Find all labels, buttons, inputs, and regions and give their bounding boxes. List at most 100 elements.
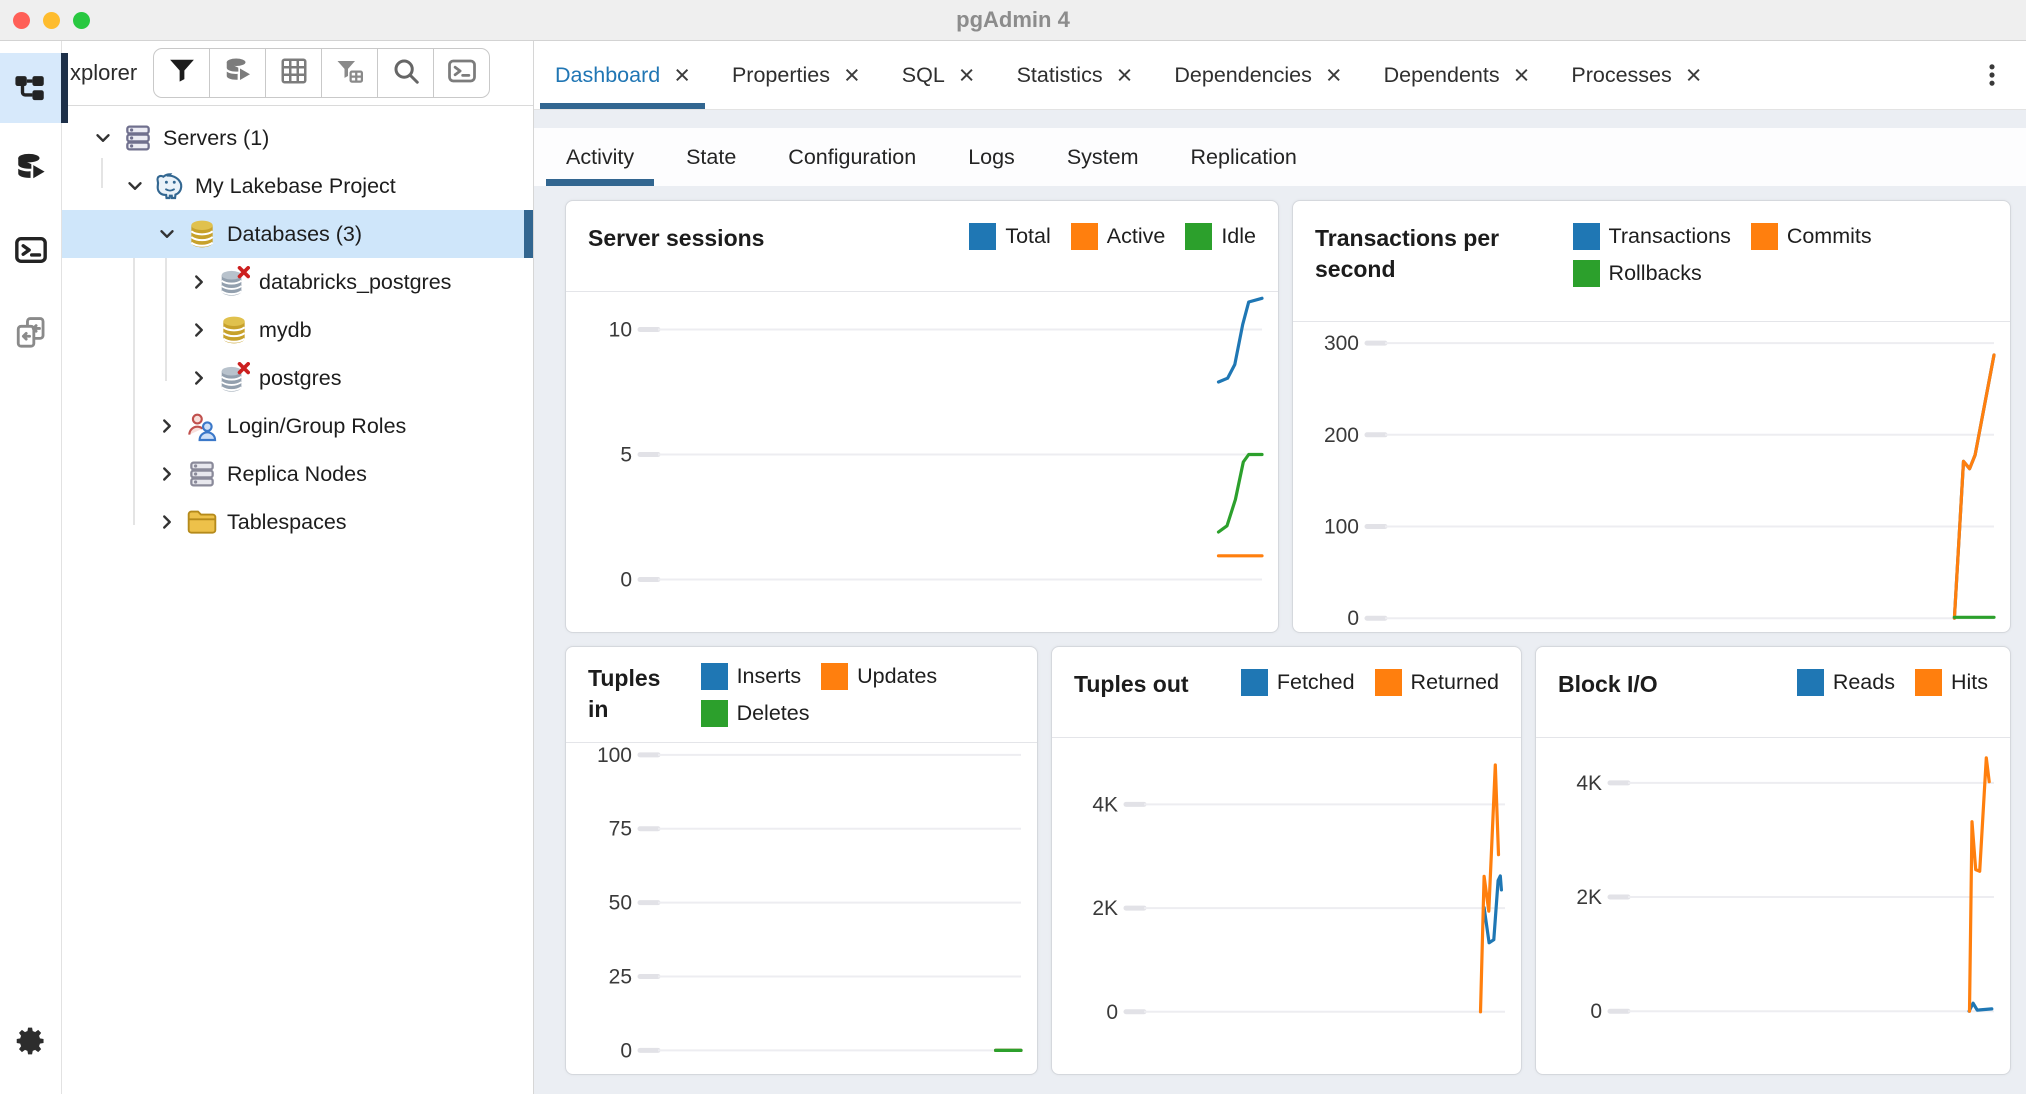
legend-swatch xyxy=(1914,669,1942,696)
tree-item-postgres[interactable]: postgres xyxy=(62,354,533,402)
legend-swatch xyxy=(1572,260,1600,287)
dashboard-panel: Activity State Configuration Logs System Repl… xyxy=(534,110,2026,1094)
chart-plot-area: 100 75 50 25 0 xyxy=(566,743,1037,1074)
legend-label: Hits xyxy=(1950,670,1988,694)
tree-item-databricks-postgres[interactable]: databricks_postgres xyxy=(62,258,533,306)
legend-item-fetched: Fetched xyxy=(1240,669,1355,696)
query-database-icon xyxy=(223,56,253,91)
chart-card-header: Tuples out Fetched Returned xyxy=(1052,647,1521,738)
chevron-right-icon[interactable] xyxy=(154,509,180,535)
close-icon[interactable]: × xyxy=(843,59,860,90)
server-group-icon xyxy=(122,122,154,154)
tab-dependencies[interactable]: Dependencies × xyxy=(1153,41,1362,109)
subtab-replication[interactable]: Replication xyxy=(1165,128,1323,186)
filter-table-icon xyxy=(335,56,365,91)
tree-item-mydb[interactable]: mydb xyxy=(62,306,533,354)
grid-button[interactable] xyxy=(265,48,323,98)
chevron-down-icon[interactable] xyxy=(122,173,148,199)
tree-item-my-lakebase-project[interactable]: My Lakebase Project xyxy=(62,162,533,210)
subtab-configuration[interactable]: Configuration xyxy=(762,128,942,186)
window-title: pgAdmin 4 xyxy=(956,7,1070,32)
legend-swatch xyxy=(1185,223,1213,250)
filter-table-button[interactable] xyxy=(321,48,379,98)
close-icon[interactable]: × xyxy=(1513,59,1530,90)
terminal-button[interactable] xyxy=(433,48,491,98)
svg-text:0: 0 xyxy=(1347,607,1359,630)
legend-item-commits: Commits xyxy=(1750,223,1872,250)
svg-text:50: 50 xyxy=(609,892,632,915)
filter-icon xyxy=(167,56,197,91)
series-line-hits xyxy=(1967,756,1991,1013)
subtab-state[interactable]: State xyxy=(660,128,762,186)
tab-statistics[interactable]: Statistics × xyxy=(996,41,1154,109)
chart-row-2: Tuples in Inserts Updates Deletes 100 75 50 25 0… xyxy=(565,646,2011,1075)
dashboard-charts: Server sessions Total Active Idle 10 5 0 Transa… xyxy=(534,186,2026,1094)
subtab-activity[interactable]: Activity xyxy=(540,128,660,186)
tree-item-replica-nodes[interactable]: Replica Nodes xyxy=(62,450,533,498)
tab-properties[interactable]: Properties × xyxy=(711,41,881,109)
chart-card-tuples-out: Tuples out Fetched Returned 4K 2K 0 xyxy=(1051,646,1522,1075)
zoom-window-button[interactable] xyxy=(73,11,90,29)
chart-svg-block-i-o: 4K 2K 0 xyxy=(1576,756,1994,1023)
tree-item-login-group-roles[interactable]: Login/Group Roles xyxy=(62,402,533,450)
tab-dashboard[interactable]: Dashboard × xyxy=(534,41,711,109)
dashboard-subtab-bar: Activity State Configuration Logs System Repl… xyxy=(534,128,2026,186)
tree-item-tablespaces[interactable]: Tablespaces xyxy=(62,498,533,546)
chart-card-header: Transactions per second Transactions Commi… xyxy=(1293,201,2010,322)
legend-swatch xyxy=(1750,223,1778,250)
object-explorer-tree: Servers (1) My Lakebase Project Databases … xyxy=(62,106,533,1094)
close-icon[interactable]: × xyxy=(1685,59,1702,90)
tab-label: Dependents xyxy=(1383,62,1500,87)
selected-row-indicator xyxy=(524,210,533,258)
chevron-right-icon[interactable] xyxy=(154,413,180,439)
tree-item-databases-3[interactable]: Databases (3) xyxy=(62,210,533,258)
chevron-right-icon[interactable] xyxy=(186,269,212,295)
chart-card-block-i-o: Block I/O Reads Hits 4K 2K 0 xyxy=(1535,646,2011,1075)
chevron-down-icon[interactable] xyxy=(154,221,180,247)
close-icon[interactable]: × xyxy=(1116,59,1133,90)
query-database-button[interactable] xyxy=(209,48,267,98)
subtab-label: Logs xyxy=(968,144,1015,169)
schema-diff-icon xyxy=(14,315,48,354)
replica-nodes-icon xyxy=(186,458,218,490)
close-window-button[interactable] xyxy=(13,11,30,29)
query-tool-button[interactable] xyxy=(0,135,62,205)
chart-svg-tuples-out: 4K 2K 0 xyxy=(1092,763,1505,1024)
chevron-right-icon[interactable] xyxy=(186,365,212,391)
filter-button[interactable] xyxy=(153,48,211,98)
close-icon[interactable]: × xyxy=(674,59,690,90)
legend-item-hits: Hits xyxy=(1914,669,1988,696)
database-disconnected-icon xyxy=(218,266,250,298)
subtab-system[interactable]: System xyxy=(1041,128,1165,186)
close-icon[interactable]: × xyxy=(958,59,975,90)
legend-label: Inserts xyxy=(736,664,802,688)
tab-label: Statistics xyxy=(1016,62,1103,87)
settings-button[interactable] xyxy=(0,1008,62,1078)
tab-processes[interactable]: Processes × xyxy=(1550,41,1722,109)
minimize-window-button[interactable] xyxy=(43,11,60,29)
legend-item-transactions: Transactions xyxy=(1572,223,1731,250)
tab-dependents[interactable]: Dependents × xyxy=(1363,41,1551,109)
object-explorer-button[interactable] xyxy=(0,53,62,123)
tree-item-servers-1[interactable]: Servers (1) xyxy=(62,114,533,162)
svg-text:300: 300 xyxy=(1324,332,1359,355)
chevron-down-icon[interactable] xyxy=(90,125,116,151)
chart-title: Tuples in xyxy=(588,665,661,723)
schema-diff-button[interactable] xyxy=(0,299,62,369)
object-explorer-toolbar xyxy=(153,48,491,98)
svg-text:0: 0 xyxy=(1590,1000,1602,1023)
psql-tool-button[interactable] xyxy=(0,217,62,287)
settings-icon xyxy=(15,1025,47,1062)
legend-item-updates: Updates xyxy=(821,663,937,690)
object-explorer-icon xyxy=(14,69,48,108)
chart-title: Server sessions xyxy=(588,225,765,251)
tab-sql[interactable]: SQL × xyxy=(881,41,996,109)
query-tool-icon xyxy=(14,151,48,190)
svg-text:5: 5 xyxy=(620,444,632,467)
search-button[interactable] xyxy=(377,48,435,98)
kebab-menu-icon[interactable] xyxy=(1958,41,2026,109)
chevron-right-icon[interactable] xyxy=(154,461,180,487)
chevron-right-icon[interactable] xyxy=(186,317,212,343)
close-icon[interactable]: × xyxy=(1325,59,1342,90)
subtab-logs[interactable]: Logs xyxy=(942,128,1041,186)
